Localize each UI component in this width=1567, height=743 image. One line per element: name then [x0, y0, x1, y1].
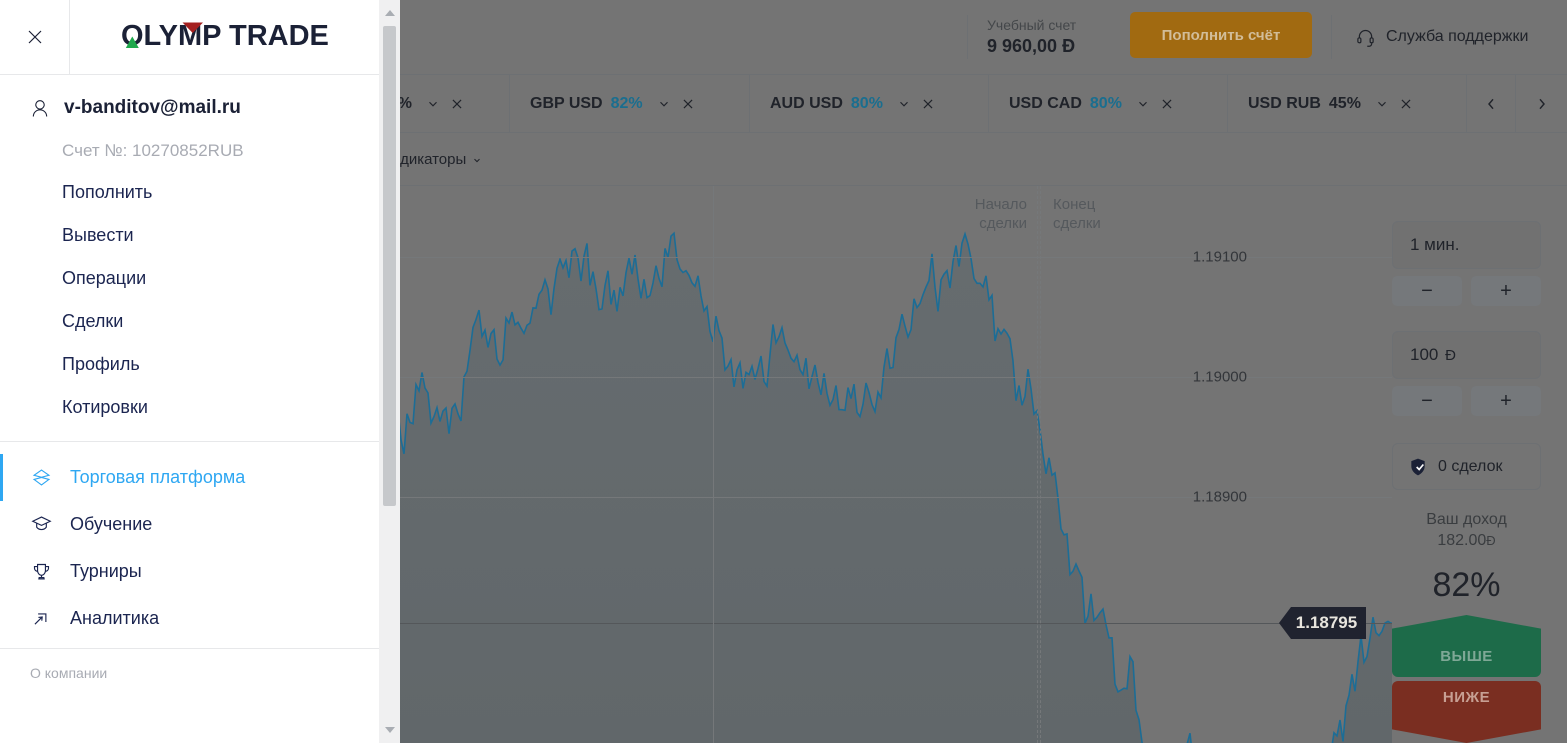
svg-text:OLYMP TRADE: OLYMP TRADE	[121, 20, 329, 52]
